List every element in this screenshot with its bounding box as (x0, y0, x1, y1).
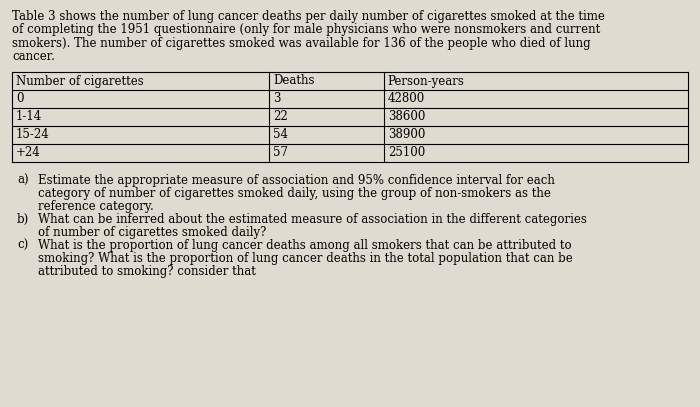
Text: 0: 0 (16, 92, 24, 105)
Text: a): a) (17, 174, 29, 187)
Text: 1-14: 1-14 (16, 110, 42, 123)
Text: 15-24: 15-24 (16, 129, 50, 142)
Text: c): c) (17, 239, 28, 252)
Text: 38600: 38600 (388, 110, 425, 123)
Text: Person-years: Person-years (388, 74, 465, 88)
Text: 3: 3 (273, 92, 281, 105)
Text: Deaths: Deaths (273, 74, 314, 88)
Text: 57: 57 (273, 147, 288, 160)
Text: smoking? What is the proportion of lung cancer deaths in the total population th: smoking? What is the proportion of lung … (38, 252, 573, 265)
Text: +24: +24 (16, 147, 41, 160)
Text: Number of cigarettes: Number of cigarettes (16, 74, 144, 88)
Text: What can be inferred about the estimated measure of association in the different: What can be inferred about the estimated… (38, 213, 587, 226)
Text: of number of cigarettes smoked daily?: of number of cigarettes smoked daily? (38, 226, 267, 239)
Text: reference category.: reference category. (38, 200, 154, 213)
Text: of completing the 1951 questionnaire (only for male physicians who were nonsmoke: of completing the 1951 questionnaire (on… (12, 24, 601, 37)
Text: 38900: 38900 (388, 129, 425, 142)
Text: smokers). The number of cigarettes smoked was available for 136 of the people wh: smokers). The number of cigarettes smoke… (12, 37, 591, 50)
Text: cancer.: cancer. (12, 50, 55, 63)
Text: b): b) (17, 213, 29, 226)
Text: 22: 22 (273, 110, 288, 123)
Text: Estimate the appropriate measure of association and 95% confidence interval for : Estimate the appropriate measure of asso… (38, 174, 555, 187)
Text: attributed to smoking? consider that: attributed to smoking? consider that (38, 265, 256, 278)
Text: 25100: 25100 (388, 147, 425, 160)
Text: 42800: 42800 (388, 92, 425, 105)
Text: category of number of cigarettes smoked daily, using the group of non-smokers as: category of number of cigarettes smoked … (38, 187, 551, 200)
Text: 54: 54 (273, 129, 288, 142)
Text: Table 3 shows the number of lung cancer deaths per daily number of cigarettes sm: Table 3 shows the number of lung cancer … (12, 10, 605, 23)
Text: What is the proportion of lung cancer deaths among all smokers that can be attri: What is the proportion of lung cancer de… (38, 239, 572, 252)
